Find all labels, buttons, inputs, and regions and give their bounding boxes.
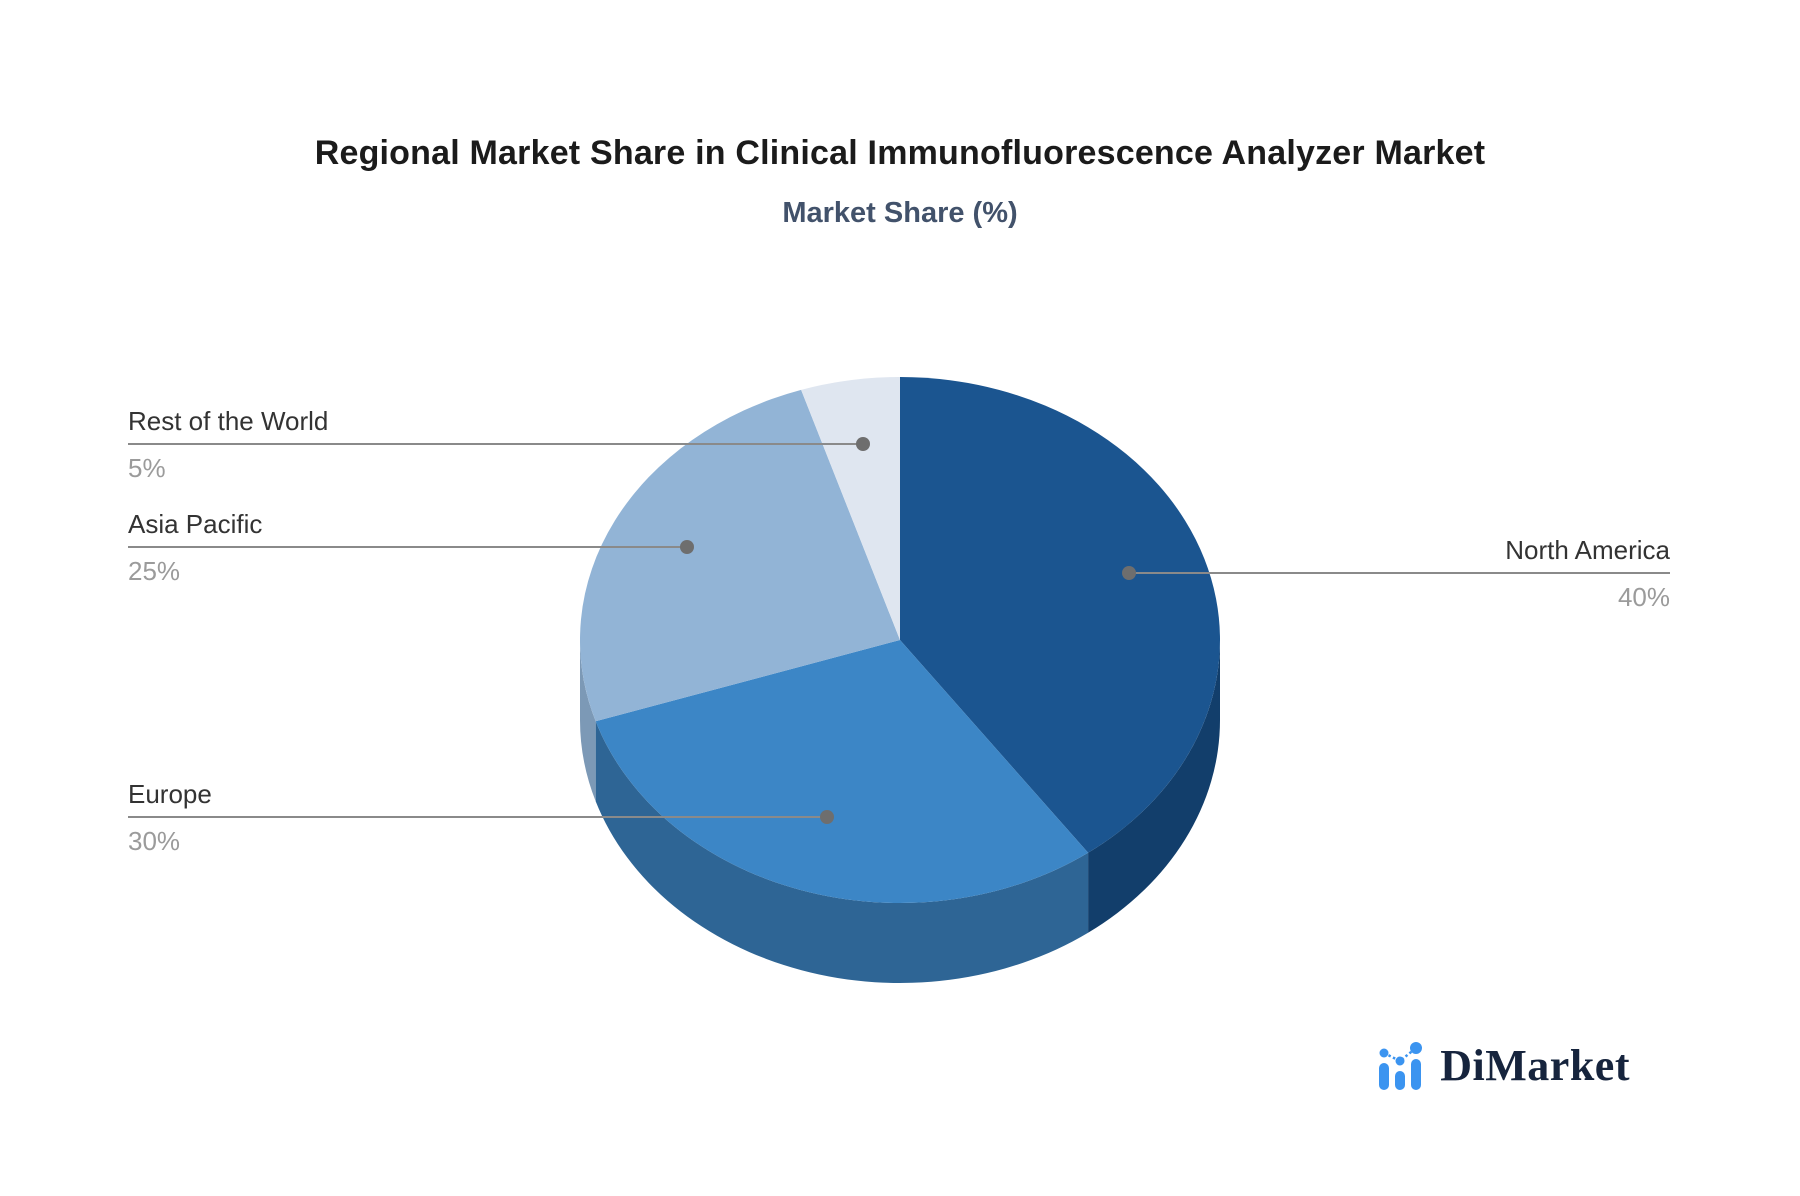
dimarket-logo: DiMarket <box>1376 1036 1630 1094</box>
chart-title: Regional Market Share in Clinical Immuno… <box>314 134 1486 172</box>
leader-dot-rest-of-the-world <box>856 437 870 451</box>
leader-dot-europe <box>820 810 834 824</box>
bar-chart-logo-icon <box>1379 1042 1423 1090</box>
pie-slice-side-north-america <box>1088 640 1220 933</box>
dimarket-logo-text: DiMarket <box>1440 1040 1630 1090</box>
pie-slice-side-europe <box>595 721 1089 984</box>
pie-slice-europe[interactable] <box>595 640 1089 904</box>
slice-label-north-america: North America <box>1505 535 1670 565</box>
slice-label-europe: Europe <box>128 779 212 809</box>
pie-slice-asia-pacific[interactable] <box>580 389 900 722</box>
pie-slice-side-asia-pacific <box>580 640 596 802</box>
pie-slice-rest-of-the-world[interactable] <box>801 377 900 640</box>
slice-label-rest-of-the-world: Rest of the World <box>128 406 329 436</box>
slice-value-north-america: 40% <box>1617 582 1670 612</box>
slice-value-rest-of-the-world: 5% <box>128 453 166 483</box>
leader-dot-north-america <box>1122 566 1136 580</box>
slice-value-asia-pacific: 25% <box>128 556 181 586</box>
slice-value-europe: 30% <box>128 826 181 856</box>
chart-subtitle: Market Share (%) <box>782 197 1018 229</box>
leader-dot-asia-pacific <box>680 540 694 554</box>
pie-slice-north-america[interactable] <box>900 377 1221 853</box>
slice-label-asia-pacific: Asia Pacific <box>128 509 263 539</box>
